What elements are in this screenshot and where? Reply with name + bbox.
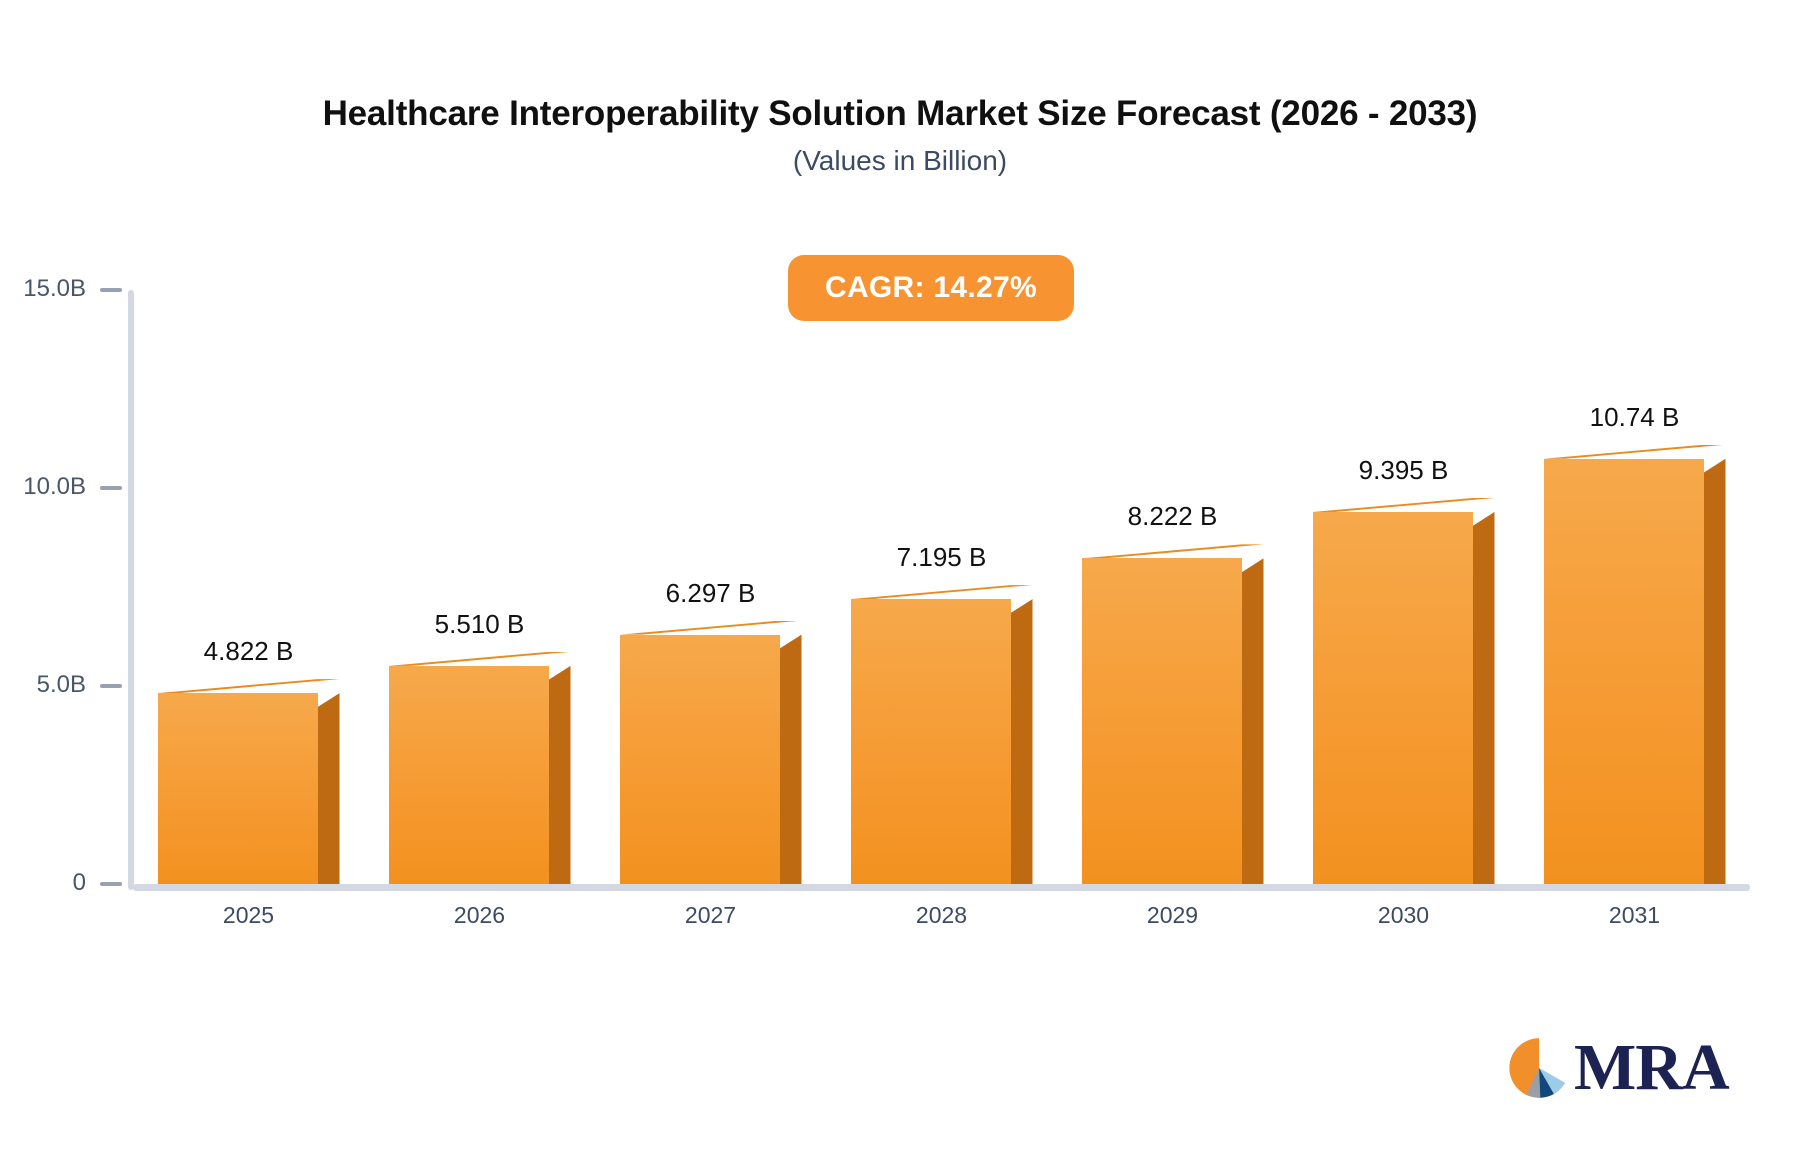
page-title: Healthcare Interoperability Solution Mar… [322,94,1478,133]
bar-front-face [388,665,549,884]
bar-side-face [317,693,340,884]
y-axis-tick-label: 15.0B [23,275,86,302]
bar-value-label: 4.822 B [203,636,294,667]
y-axis-tick-mark [100,288,122,292]
y-axis-tick-label: 0 [72,869,86,896]
bar-front-face [619,634,780,884]
y-axis-tick-mark [100,882,122,886]
bar-top-face [1081,544,1264,559]
bar-side-face [1472,511,1495,884]
brand-logo: MRA [1508,1031,1730,1104]
cagr-badge-label: CAGR: 14.27% [824,271,1037,304]
cagr-badge: CAGR: 14.27% [788,255,1074,321]
bar-value-label: 6.297 B [665,577,756,608]
bar-side-face [779,634,802,884]
bar-series: 4.822 B 5.510 B 6.297 B 7.195 B 8.222 B 9.395… [133,290,1750,884]
logo-text: MRA [1574,1031,1730,1104]
bar-side-face [1241,558,1264,884]
bar-item[interactable]: 8.222 B [1081,290,1264,884]
bar-side-face [1010,599,1033,884]
bar-front-face [157,693,318,884]
y-axis-tick-mark [100,486,122,490]
bar-item[interactable]: 9.395 B [1312,290,1495,884]
bar-top-face [1312,497,1495,512]
bar-item[interactable]: 5.510 B [388,290,571,884]
bar-value-label: 8.222 B [1127,501,1218,532]
x-axis-line [133,884,1750,891]
bar-front-face [1081,558,1242,884]
x-axis-label: 2025 [222,902,275,928]
x-axis-label: 2027 [684,902,737,928]
y-axis-tick-label: 10.0B [23,473,86,500]
x-axis-label: 2029 [1146,902,1199,928]
y-axis-tick-label: 5.0B [36,671,86,698]
bar-value-label: 7.195 B [896,542,987,573]
bar-value-label: 10.74 B [1589,401,1680,432]
chart-subtitle: (Values in Billion) [792,145,1008,176]
y-axis-line [128,290,134,890]
x-axis-label: 2030 [1377,902,1430,928]
bar-value-label: 5.510 B [434,608,525,639]
bar-top-face [157,679,340,694]
bar-front-face [1312,511,1473,884]
bar-item[interactable]: 4.822 B [157,290,340,884]
x-axis-label: 2026 [453,902,506,928]
pie-chart-logo-mark-icon [1509,1038,1570,1098]
bar-top-face [388,651,571,666]
bar-item[interactable]: 6.297 B [619,290,802,884]
x-axis-label: 2028 [915,902,968,928]
bar-item[interactable]: 7.195 B [850,290,1033,884]
bar-front-face [850,599,1011,884]
x-axis-label: 2031 [1608,902,1661,928]
bar-side-face [548,665,571,884]
bar-side-face [1703,458,1726,884]
bar-value-label: 9.395 B [1358,454,1449,485]
bar-top-face [850,585,1033,600]
y-axis-tick-mark [100,684,122,688]
bar-front-face [1543,458,1704,884]
bar-top-face [1543,444,1726,459]
bar-item[interactable]: 10.74 B [1543,290,1726,884]
bar-top-face [619,620,802,635]
